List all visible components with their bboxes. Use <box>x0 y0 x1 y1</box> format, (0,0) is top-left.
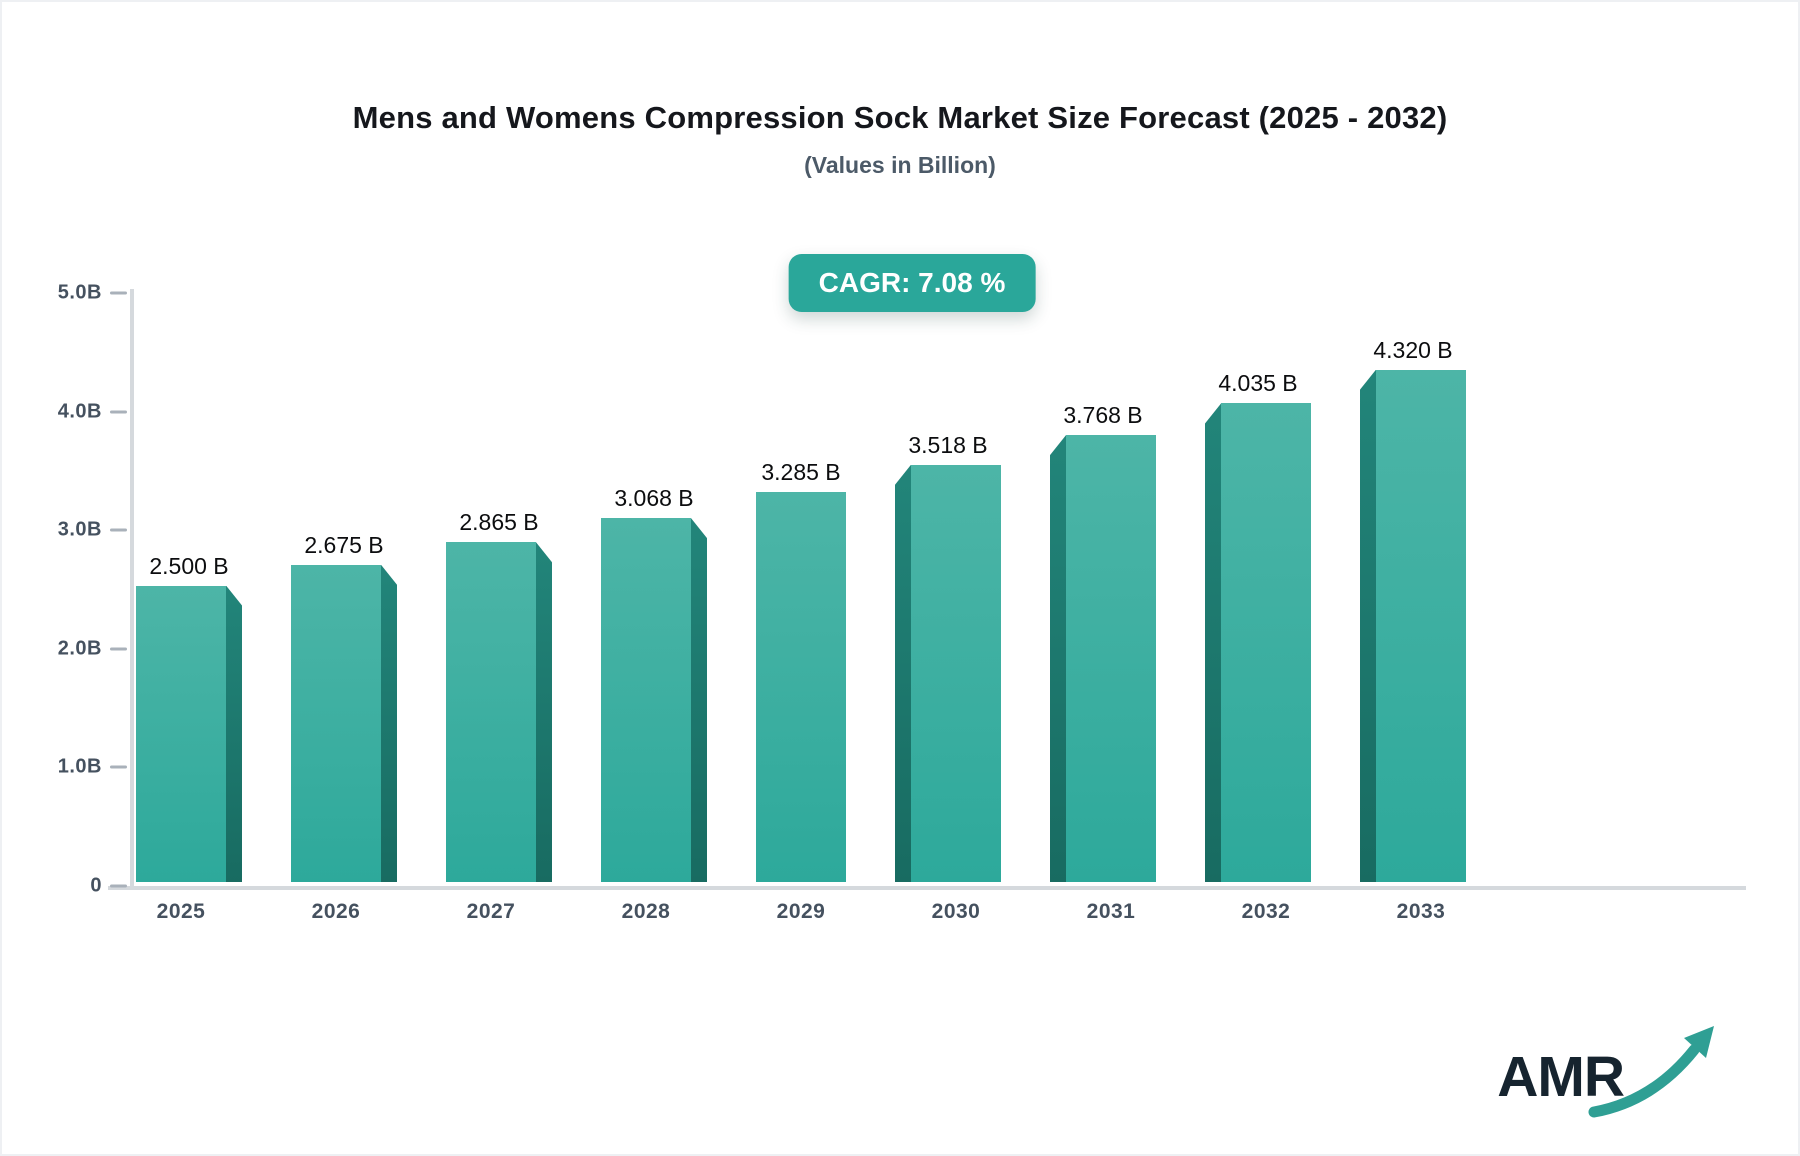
x-tick-label-2025: 2025 <box>156 900 206 923</box>
bar-value-label: 2.500 B <box>149 552 229 579</box>
bar-side-face <box>691 518 707 882</box>
x-tick-label-2028: 2028 <box>621 900 671 923</box>
bar-2028 <box>601 518 707 882</box>
bar-front-face <box>756 492 846 882</box>
bar-side-face <box>895 464 911 882</box>
y-tick-label: 4.0B <box>57 400 102 423</box>
bar-front-face <box>291 564 381 882</box>
bar-side-face <box>536 542 552 882</box>
bar-value-label: 3.068 B <box>614 485 694 512</box>
bar-value-label: 4.320 B <box>1373 336 1453 363</box>
x-tick-label-2027: 2027 <box>466 900 516 923</box>
amr-logo-text: AMR <box>1497 1045 1625 1109</box>
amr-logo-arrow-icon <box>1588 1026 1714 1118</box>
bar-front-face <box>911 464 1001 882</box>
y-tick-label: 2.0B <box>57 637 102 660</box>
bar-front-face <box>1376 369 1466 882</box>
cagr-badge: CAGR: 7.08 % <box>788 254 1036 312</box>
bar-value-label: 2.675 B <box>304 531 384 558</box>
x-tick-label-2030: 2030 <box>931 900 981 923</box>
amr-logo: AMR <box>1497 1006 1728 1118</box>
y-tick-mark <box>110 884 127 888</box>
x-axis-baseline <box>108 886 1746 890</box>
bar-value-label: 3.285 B <box>761 459 841 486</box>
y-tick-label: 5.0B <box>57 281 102 304</box>
bar-value-label: 3.768 B <box>1063 402 1143 429</box>
bar-2027 <box>446 542 552 882</box>
y-axis-line <box>130 289 134 888</box>
y-tick-mark <box>110 410 127 414</box>
bar-side-face <box>1360 369 1376 882</box>
chart-subtitle: (Values in Billion) <box>804 152 996 178</box>
y-tick-label: 1.0B <box>57 755 102 778</box>
bar-front-face <box>136 585 226 882</box>
bar-side-face <box>1050 435 1066 882</box>
y-tick-label: 3.0B <box>57 518 102 541</box>
bar-side-face <box>381 564 397 882</box>
bar-front-face <box>1066 435 1156 882</box>
bar-2025 <box>136 585 242 882</box>
bar-2030 <box>895 464 1001 882</box>
chart-title: Mens and Womens Compression Sock Market … <box>352 100 1448 135</box>
y-tick-mark <box>110 291 127 295</box>
bar-side-face <box>226 585 242 882</box>
bar-2031 <box>1050 435 1156 882</box>
y-tick-mark <box>110 765 127 769</box>
x-tick-label-2033: 2033 <box>1396 900 1446 923</box>
bar-front-face <box>1221 403 1311 882</box>
y-tick-mark <box>110 528 127 532</box>
y-tick-label: 0 <box>90 874 102 897</box>
y-tick-mark <box>110 647 127 651</box>
x-tick-label-2031: 2031 <box>1086 900 1136 923</box>
bar-2029 <box>756 492 846 882</box>
bar-side-face <box>1205 403 1221 882</box>
x-tick-label-2029: 2029 <box>776 900 826 923</box>
bar-2032 <box>1205 403 1311 882</box>
bar-2033 <box>1360 369 1466 882</box>
bar-value-label: 2.865 B <box>459 509 539 536</box>
bar-2026 <box>291 564 397 882</box>
bar-front-face <box>601 518 691 882</box>
bar-front-face <box>446 542 536 882</box>
x-tick-label-2032: 2032 <box>1241 900 1291 923</box>
bar-value-label: 4.035 B <box>1218 370 1298 397</box>
bar-value-label: 3.518 B <box>908 431 988 458</box>
x-tick-label-2026: 2026 <box>311 900 361 923</box>
